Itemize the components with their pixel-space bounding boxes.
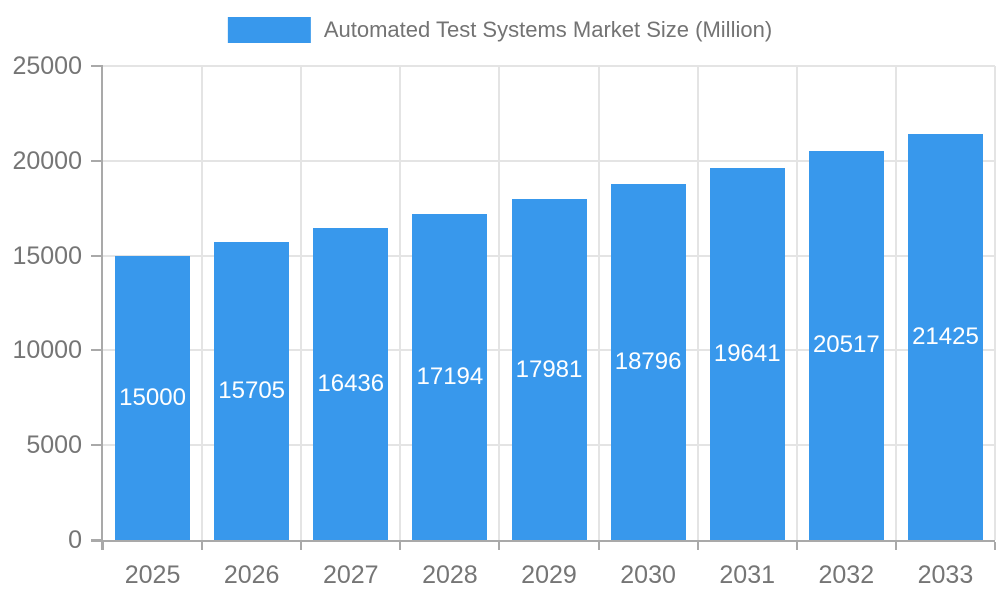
x-axis-tick-label: 2025 bbox=[124, 561, 181, 589]
bar bbox=[808, 150, 884, 540]
v-gridline bbox=[795, 66, 798, 540]
y-axis-tick bbox=[91, 254, 103, 257]
legend[interactable]: Automated Test Systems Market Size (Mill… bbox=[227, 17, 773, 43]
y-axis-tick-label: 25000 bbox=[12, 52, 82, 80]
v-gridline bbox=[498, 66, 501, 540]
legend-swatch bbox=[227, 17, 311, 43]
x-axis-tick bbox=[102, 542, 104, 550]
bar-value-label: 17981 bbox=[515, 355, 583, 383]
h-gridline bbox=[103, 159, 995, 162]
v-gridline bbox=[201, 66, 204, 540]
bar-value-label: 20517 bbox=[812, 331, 880, 359]
bar bbox=[907, 133, 983, 540]
bar bbox=[412, 214, 488, 540]
bar bbox=[610, 183, 686, 540]
x-axis-tick bbox=[795, 542, 798, 550]
bar-value-label: 21425 bbox=[912, 322, 979, 350]
bar bbox=[511, 199, 587, 540]
y-axis-line bbox=[101, 66, 103, 550]
x-axis-tick bbox=[399, 542, 402, 550]
x-axis-tick-label: 2030 bbox=[620, 561, 676, 589]
x-axis-tick-label: 2029 bbox=[521, 561, 577, 589]
x-axis-tick-label: 2032 bbox=[818, 561, 875, 589]
bar-value-label: 16436 bbox=[317, 370, 385, 398]
x-axis-tick bbox=[201, 542, 204, 550]
y-axis-tick-label: 5000 bbox=[26, 431, 82, 460]
h-gridline bbox=[103, 65, 995, 67]
y-axis-tick bbox=[91, 159, 103, 162]
v-gridline bbox=[300, 66, 303, 540]
x-axis-tick bbox=[894, 542, 897, 550]
x-axis-tick bbox=[696, 542, 699, 550]
x-axis-tick bbox=[300, 542, 303, 550]
x-axis-tick-label: 2027 bbox=[322, 561, 379, 589]
y-axis-tick-label: 10000 bbox=[12, 336, 82, 365]
x-axis-tick bbox=[994, 542, 996, 550]
x-axis-tick-label: 2028 bbox=[422, 561, 478, 589]
legend-label: Automated Test Systems Market Size (Mill… bbox=[323, 17, 773, 42]
v-gridline bbox=[399, 66, 402, 540]
bar-value-label: 15000 bbox=[119, 383, 186, 411]
bar bbox=[115, 255, 191, 540]
y-axis-tick bbox=[91, 65, 103, 67]
x-axis-tick-label: 2031 bbox=[719, 561, 776, 589]
v-gridline bbox=[597, 66, 600, 540]
v-gridline bbox=[994, 66, 996, 540]
v-gridline bbox=[696, 66, 699, 540]
bar-value-label: 15705 bbox=[218, 377, 286, 405]
y-axis-tick bbox=[91, 444, 103, 447]
x-axis-line bbox=[91, 540, 995, 542]
y-axis-tick-label: 15000 bbox=[12, 241, 82, 270]
bar bbox=[313, 228, 389, 540]
y-axis-tick bbox=[91, 349, 103, 352]
bar bbox=[709, 167, 785, 540]
x-axis-tick bbox=[498, 542, 501, 550]
bar-value-label: 17194 bbox=[416, 363, 484, 390]
bar-value-label: 18796 bbox=[614, 347, 682, 375]
x-axis-tick-label: 2026 bbox=[223, 561, 280, 589]
v-gridline bbox=[894, 66, 897, 540]
y-axis-tick-label: 20000 bbox=[12, 146, 82, 175]
x-axis-tick-label: 2033 bbox=[917, 561, 974, 589]
bar-value-label: 19641 bbox=[713, 339, 781, 367]
x-axis-tick bbox=[597, 542, 600, 550]
y-axis-tick-label: 0 bbox=[68, 526, 82, 554]
bar bbox=[214, 242, 290, 540]
